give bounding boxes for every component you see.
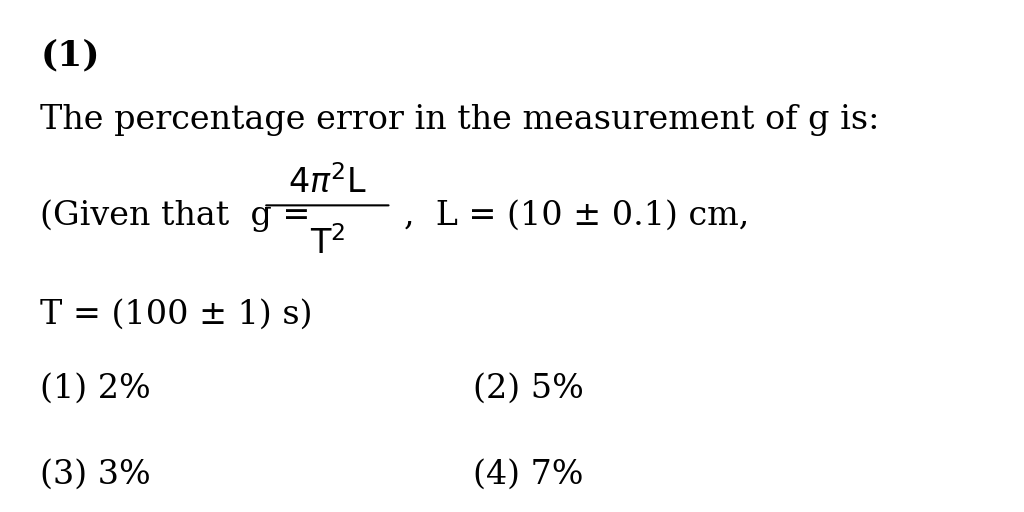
Text: $4\pi^2\mathrm{L}$: $4\pi^2\mathrm{L}$	[288, 165, 367, 200]
Text: (1): (1)	[40, 38, 100, 72]
Text: $\mathrm{T}^2$: $\mathrm{T}^2$	[309, 226, 345, 261]
Text: ,  L = (10 ± 0.1) cm,: , L = (10 ± 0.1) cm,	[404, 200, 750, 231]
Text: The percentage error in the measurement of g is:: The percentage error in the measurement …	[40, 104, 880, 136]
Text: (3) 3%: (3) 3%	[40, 459, 152, 490]
Text: (2) 5%: (2) 5%	[473, 373, 584, 404]
Text: (4) 7%: (4) 7%	[473, 459, 584, 490]
Text: (1) 2%: (1) 2%	[40, 373, 152, 404]
Text: (Given that  g =: (Given that g =	[40, 199, 322, 232]
Text: T = (100 ± 1) s): T = (100 ± 1) s)	[40, 299, 313, 331]
